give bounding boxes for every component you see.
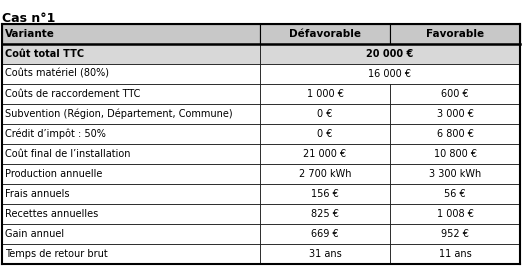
Text: Coût final de l’installation: Coût final de l’installation (5, 149, 130, 159)
Bar (390, 204, 520, 224)
Bar (2, 184, 260, 204)
Bar (260, 164, 390, 184)
Bar (260, 104, 390, 124)
Bar (260, 224, 390, 244)
Bar (260, 184, 390, 204)
Bar (2, 84, 260, 104)
Text: Coûts de raccordement TTC: Coûts de raccordement TTC (5, 89, 140, 99)
Text: 2 700 kWh: 2 700 kWh (299, 169, 351, 179)
Text: 1 000 €: 1 000 € (306, 89, 343, 99)
Bar (390, 184, 520, 204)
Text: Crédit d’impôt : 50%: Crédit d’impôt : 50% (5, 129, 106, 139)
Bar (2, 124, 260, 144)
Text: 1 008 €: 1 008 € (436, 209, 473, 219)
Bar (2, 44, 260, 64)
Text: Production annuelle: Production annuelle (5, 169, 102, 179)
Text: Cas n°1: Cas n°1 (2, 12, 55, 25)
Text: 6 800 €: 6 800 € (436, 129, 473, 139)
Text: 3 300 kWh: 3 300 kWh (429, 169, 481, 179)
Text: 11 ans: 11 ans (438, 249, 471, 259)
Bar (2, 64, 260, 84)
Bar (390, 144, 520, 164)
Text: 0 €: 0 € (317, 109, 333, 119)
Bar (260, 244, 390, 264)
Bar (390, 24, 520, 44)
Text: 16 000 €: 16 000 € (369, 69, 411, 79)
Bar (260, 204, 390, 224)
Text: 31 ans: 31 ans (309, 249, 341, 259)
Bar (390, 224, 520, 244)
Bar (2, 104, 260, 124)
Text: Variante: Variante (5, 29, 55, 39)
Text: 20 000 €: 20 000 € (366, 49, 413, 59)
Bar (390, 244, 520, 264)
Bar (260, 84, 390, 104)
Text: Coûts matériel (80%): Coûts matériel (80%) (5, 69, 109, 79)
Bar (2, 204, 260, 224)
Text: 156 €: 156 € (311, 189, 339, 199)
Text: 669 €: 669 € (311, 229, 339, 239)
Bar (2, 244, 260, 264)
Text: 21 000 €: 21 000 € (303, 149, 347, 159)
Bar (260, 144, 390, 164)
Text: Recettes annuelles: Recettes annuelles (5, 209, 98, 219)
Text: Gain annuel: Gain annuel (5, 229, 64, 239)
Text: 10 800 €: 10 800 € (433, 149, 477, 159)
Text: Frais annuels: Frais annuels (5, 189, 69, 199)
Text: 56 €: 56 € (444, 189, 466, 199)
Bar (390, 104, 520, 124)
Text: Coût total TTC: Coût total TTC (5, 49, 84, 59)
Bar (260, 44, 520, 64)
Text: Subvention (Région, Département, Commune): Subvention (Région, Département, Commune… (5, 109, 233, 119)
Text: Favorable: Favorable (426, 29, 484, 39)
Bar (2, 24, 260, 44)
Bar (2, 164, 260, 184)
Bar (390, 124, 520, 144)
Bar (390, 84, 520, 104)
Bar (2, 224, 260, 244)
Text: Défavorable: Défavorable (289, 29, 361, 39)
Text: 600 €: 600 € (441, 89, 469, 99)
Bar (260, 64, 520, 84)
Text: Temps de retour brut: Temps de retour brut (5, 249, 108, 259)
Bar (390, 164, 520, 184)
Bar (260, 24, 390, 44)
Bar (260, 124, 390, 144)
Text: 0 €: 0 € (317, 129, 333, 139)
Bar (2, 144, 260, 164)
Text: 3 000 €: 3 000 € (436, 109, 473, 119)
Text: 825 €: 825 € (311, 209, 339, 219)
Text: 952 €: 952 € (441, 229, 469, 239)
